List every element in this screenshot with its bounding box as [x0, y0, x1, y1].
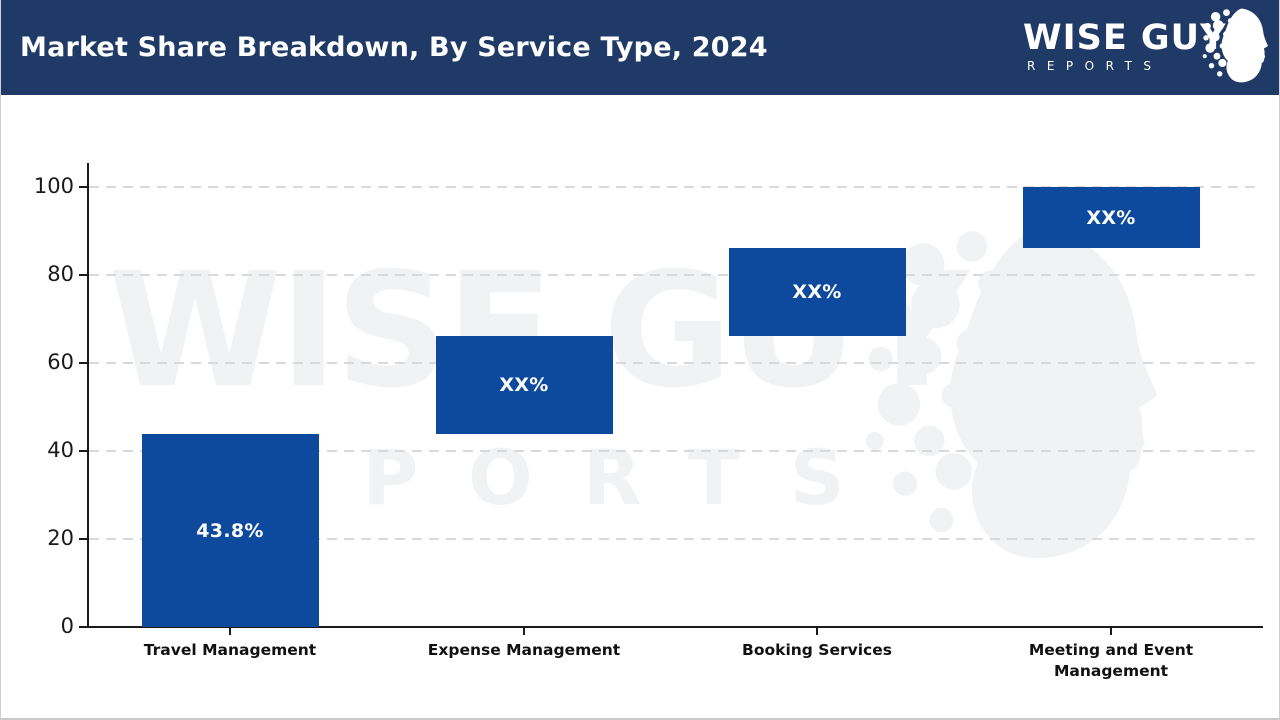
bar-value-label: XX% — [499, 373, 549, 396]
brand-name: WISE GUY — [1023, 18, 1227, 58]
y-tick-mark — [79, 626, 87, 628]
header-bar: Market Share Breakdown, By Service Type,… — [0, 0, 1280, 95]
y-tick-label: 40 — [47, 438, 74, 462]
y-tick-mark — [79, 538, 87, 540]
x-tick-label: Meeting and Event Management — [1028, 641, 1194, 680]
page-title: Market Share Breakdown, By Service Type,… — [20, 32, 768, 63]
brand-logo: WISE GUY REPORTS — [1023, 5, 1268, 91]
y-tick-label: 0 — [60, 614, 74, 638]
y-tick-label: 80 — [47, 262, 74, 286]
y-tick-mark — [79, 186, 87, 188]
waterfall-bar: 43.8% — [141, 434, 319, 627]
bar-value-label: 43.8% — [196, 519, 264, 542]
gridline — [89, 362, 1262, 364]
x-tick-mark — [523, 628, 525, 635]
waterfall-bar: XX% — [728, 248, 906, 336]
watermark-face-icon — [862, 222, 1167, 587]
brand-subtitle: REPORTS — [1027, 59, 1163, 73]
gridline — [89, 274, 1262, 276]
y-tick-label: 100 — [33, 174, 74, 198]
x-tick-mark — [1110, 628, 1112, 635]
brand-face-icon — [1202, 7, 1270, 89]
y-tick-mark — [79, 274, 87, 276]
bar-value-label: XX% — [792, 280, 842, 303]
gridline — [89, 450, 1262, 452]
x-tick-label: Booking Services — [742, 641, 892, 659]
waterfall-bar: XX% — [1022, 187, 1200, 249]
y-tick-mark — [79, 450, 87, 452]
waterfall-bar: XX% — [435, 335, 613, 435]
y-tick-mark — [79, 362, 87, 364]
gridline — [89, 186, 1262, 188]
y-tick-label: 20 — [47, 526, 74, 550]
y-axis — [87, 163, 89, 628]
x-axis — [87, 626, 1263, 628]
x-tick-mark — [816, 628, 818, 635]
x-tick-mark — [229, 628, 231, 635]
x-tick-label: Expense Management — [427, 641, 621, 659]
x-tick-label: Travel Management — [143, 641, 317, 659]
bar-value-label: XX% — [1086, 206, 1136, 229]
y-tick-label: 60 — [47, 350, 74, 374]
gridline — [89, 538, 1262, 540]
